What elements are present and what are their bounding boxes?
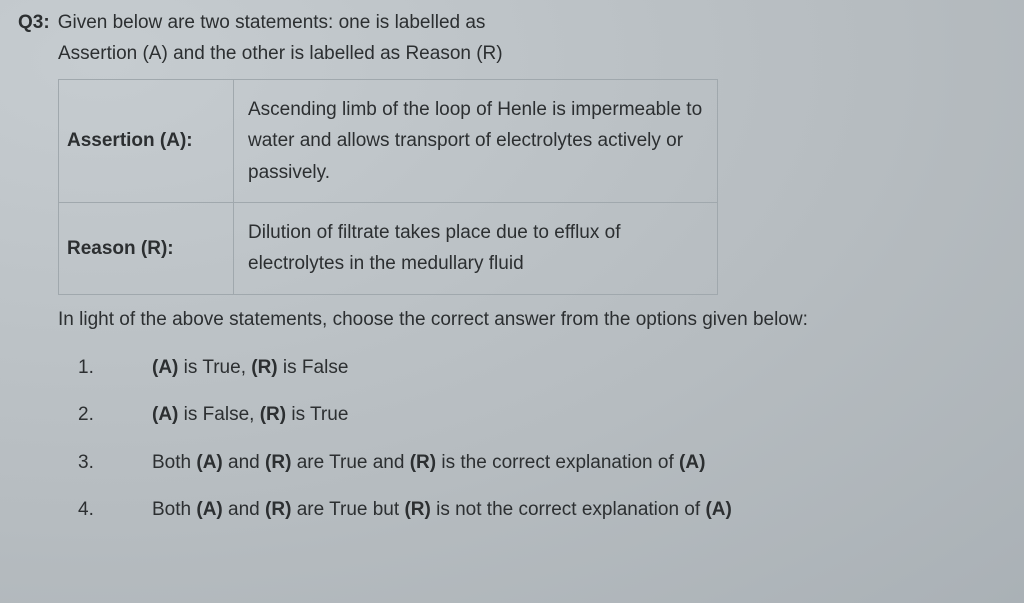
option-number: 1. [78,353,102,382]
option-text: (A) is False, (R) is True [152,400,348,429]
option-2[interactable]: 2. (A) is False, (R) is True [78,391,1006,438]
option-number: 4. [78,495,102,524]
reason-row: Reason (R): Dilution of filtrate takes p… [59,202,717,294]
option-1[interactable]: 1. (A) is True, (R) is False [78,344,1006,391]
option-text: Both (A) and (R) are True but (R) is not… [152,495,732,524]
question-number: Q3: [18,8,50,37]
assertion-reason-table: Assertion (A): Ascending limb of the loo… [58,79,718,295]
option-number: 2. [78,400,102,429]
options-list: 1. (A) is True, (R) is False 2. (A) is F… [78,344,1006,534]
option-4[interactable]: 4. Both (A) and (R) are True but (R) is … [78,486,1006,533]
question-intro: Q3: Given below are two statements: one … [18,8,1006,69]
intro-line-2: Assertion (A) and the other is labelled … [58,39,1006,68]
instruction-text: In light of the above statements, choose… [58,305,1006,334]
reason-text: Dilution of filtrate takes place due to … [234,203,717,294]
assertion-row: Assertion (A): Ascending limb of the loo… [59,80,717,202]
assertion-text: Ascending limb of the loop of Henle is i… [234,80,717,202]
intro-line-1: Given below are two statements: one is l… [58,8,486,37]
assertion-label: Assertion (A): [59,80,234,202]
option-text: Both (A) and (R) are True and (R) is the… [152,448,705,477]
reason-label: Reason (R): [59,203,234,294]
option-3[interactable]: 3. Both (A) and (R) are True and (R) is … [78,439,1006,486]
option-number: 3. [78,448,102,477]
option-text: (A) is True, (R) is False [152,353,348,382]
